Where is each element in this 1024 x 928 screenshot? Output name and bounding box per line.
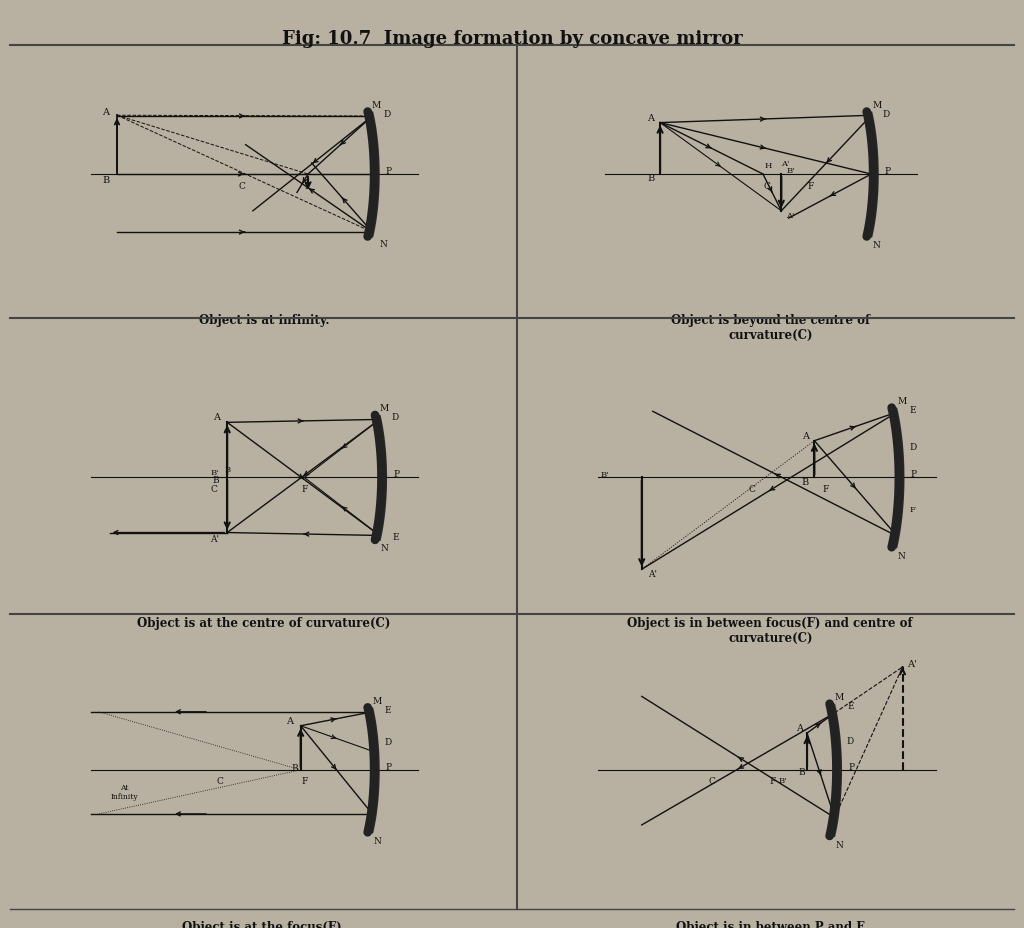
Text: C: C (211, 484, 218, 494)
Text: B: B (799, 767, 805, 777)
Text: B': B' (210, 469, 218, 476)
Text: H: H (765, 161, 772, 170)
Text: F: F (301, 776, 307, 785)
Text: A': A' (781, 160, 790, 168)
Text: A: A (102, 108, 110, 117)
Text: E: E (385, 705, 391, 714)
Text: F: F (822, 484, 828, 494)
Text: D: D (909, 442, 916, 451)
Text: Object is beyond the centre of
curvature(C): Object is beyond the centre of curvature… (671, 314, 869, 342)
Text: N: N (898, 551, 906, 561)
Text: F: F (769, 777, 775, 785)
Text: A: A (213, 413, 220, 422)
Text: N: N (381, 544, 388, 553)
Text: D: D (847, 736, 854, 745)
Text: M: M (373, 696, 382, 704)
Text: E: E (909, 406, 916, 415)
Text: M: M (872, 100, 882, 110)
Text: F: F (305, 182, 311, 191)
Text: C: C (216, 777, 223, 785)
Text: D: D (383, 110, 390, 119)
Text: E: E (392, 532, 398, 541)
Text: E: E (847, 702, 854, 710)
Text: N: N (872, 240, 881, 250)
Text: M: M (835, 692, 844, 702)
Text: N: N (836, 840, 844, 848)
Text: N: N (379, 240, 387, 249)
Text: Object is at the focus(F).: Object is at the focus(F). (182, 920, 346, 928)
Text: F: F (910, 506, 915, 513)
Text: P: P (884, 167, 890, 175)
Text: M: M (897, 396, 906, 406)
Text: B: B (647, 174, 654, 183)
Text: A: A (647, 113, 654, 122)
Text: At
Infinity: At Infinity (111, 783, 138, 801)
Text: C: C (763, 182, 770, 191)
Text: D: D (883, 110, 890, 119)
Text: M: M (372, 100, 381, 110)
Text: D: D (392, 413, 399, 422)
Text: B: B (802, 477, 809, 486)
Text: Object is at infinity.: Object is at infinity. (199, 314, 329, 327)
Text: A': A' (907, 659, 916, 668)
Text: P: P (910, 470, 916, 479)
Text: C: C (709, 777, 715, 785)
Text: P: P (386, 762, 392, 771)
Text: B': B' (779, 777, 787, 784)
Text: A': A' (648, 570, 657, 578)
Text: F: F (808, 182, 814, 191)
Text: A': A' (210, 534, 219, 543)
Text: P: P (386, 167, 392, 175)
Text: A': A' (786, 212, 795, 220)
Text: A: A (286, 716, 293, 725)
Text: P: P (393, 470, 399, 479)
Text: P: P (848, 762, 854, 771)
Text: B': B' (786, 167, 795, 175)
Text: A: A (797, 723, 803, 732)
Text: Object is in between P and F: Object is in between P and F (676, 920, 864, 928)
Text: D: D (384, 738, 392, 746)
Text: B': B' (601, 470, 609, 478)
Text: F: F (301, 484, 307, 494)
Text: B: B (224, 466, 230, 474)
Text: N: N (373, 836, 381, 845)
Text: A: A (802, 432, 809, 440)
Text: M: M (380, 404, 389, 413)
Text: B: B (213, 475, 219, 484)
Text: B: B (102, 175, 110, 185)
Text: B: B (292, 764, 298, 773)
Text: C: C (239, 182, 246, 191)
Text: Object is at the centre of curvature(C): Object is at the centre of curvature(C) (137, 616, 390, 629)
Text: C: C (749, 484, 756, 494)
Text: Fig: 10.7  Image formation by concave mirror: Fig: 10.7 Image formation by concave mir… (282, 30, 742, 47)
Text: Object is in between focus(F) and centre of
curvature(C): Object is in between focus(F) and centre… (628, 616, 913, 645)
